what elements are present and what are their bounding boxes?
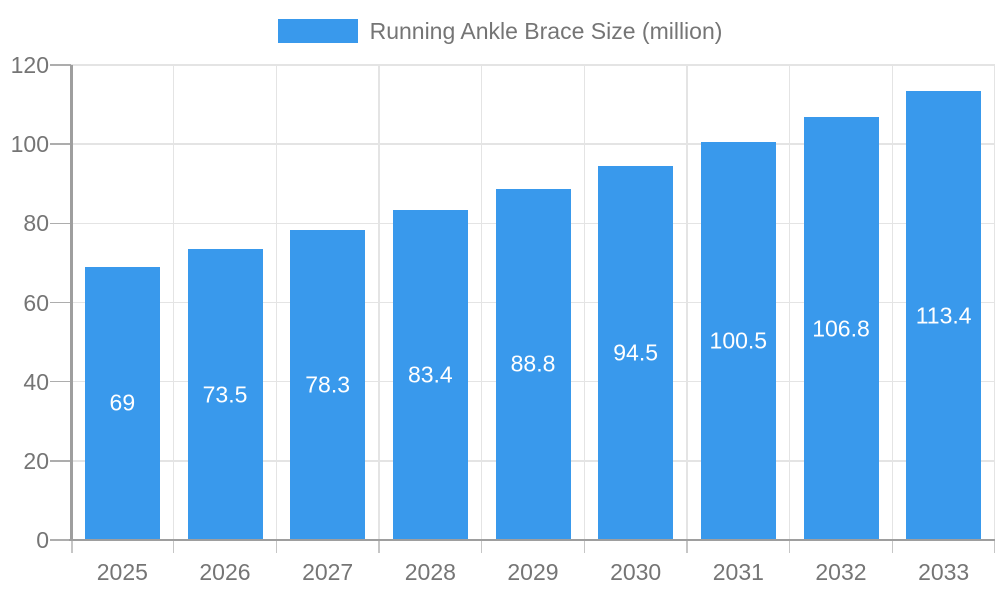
- y-tick-label: 120: [10, 52, 49, 78]
- bar-value-label: 106.8: [812, 315, 870, 342]
- y-tick-label: 100: [10, 131, 49, 158]
- x-tick-label: 2027: [302, 559, 354, 585]
- y-tick-label: 80: [23, 210, 49, 237]
- y-tick-label: 0: [36, 527, 49, 553]
- x-tick-label: 2030: [610, 559, 662, 585]
- plot-area: 69 73.5 78.3 83.4 88.8 94.5 100.5 106.8 113.4: [50, 64, 995, 553]
- x-tick-label: 2031: [712, 559, 764, 585]
- y-axis-line: [70, 65, 73, 540]
- gridline-h: [71, 64, 995, 66]
- bar-2025[interactable]: 69: [84, 266, 160, 540]
- y-axis-tick: [50, 301, 71, 304]
- x-axis-tick: [686, 540, 688, 553]
- x-axis-tick: [891, 540, 894, 553]
- gridline-v: [993, 65, 995, 540]
- gridline-v: [583, 65, 586, 540]
- x-axis-tick: [993, 540, 995, 553]
- bar-2033[interactable]: 113.4: [906, 91, 982, 540]
- bar-2026[interactable]: 73.5: [187, 249, 263, 540]
- bar-2027[interactable]: 78.3: [290, 230, 366, 540]
- y-tick-label: 60: [23, 289, 49, 316]
- gridline-v: [172, 65, 175, 540]
- bar-2030[interactable]: 94.5: [598, 165, 674, 540]
- bar-value-label: 100.5: [709, 327, 768, 354]
- x-axis-tick: [583, 540, 586, 553]
- x-tick-label: 2025: [96, 559, 148, 585]
- y-axis-tick: [50, 380, 71, 383]
- y-tick-label: 40: [23, 368, 49, 395]
- bar-value-label: 78.3: [305, 371, 351, 398]
- y-axis-tick: [50, 222, 71, 225]
- x-axis-tick: [378, 540, 380, 553]
- chart-legend[interactable]: Running Ankle Brace Size (million): [0, 17, 1000, 45]
- x-axis-tick: [71, 540, 73, 553]
- x-tick-label: 2029: [507, 559, 559, 585]
- y-axis-labels: 0 20 40 60 80 100 120: [0, 0, 49, 600]
- bar-value-label: 83.4: [407, 361, 453, 388]
- bar-2029[interactable]: 88.8: [495, 188, 571, 540]
- gridline-h: [71, 143, 995, 145]
- x-axis-tick: [172, 540, 175, 553]
- gridline-v: [275, 65, 278, 540]
- x-axis-tick: [275, 540, 278, 553]
- bar-2032[interactable]: 106.8: [803, 117, 879, 540]
- bar-value-label: 69: [109, 389, 136, 416]
- y-axis-tick: [50, 539, 71, 541]
- x-tick-label: 2032: [815, 559, 867, 585]
- x-tick-label: 2026: [199, 559, 251, 585]
- gridline-v: [788, 65, 791, 540]
- x-axis-tick: [788, 540, 791, 553]
- bar-value-label: 88.8: [510, 350, 556, 377]
- bar-2031[interactable]: 100.5: [700, 142, 776, 540]
- x-axis-line: [69, 538, 995, 541]
- bar-2028[interactable]: 83.4: [392, 209, 468, 540]
- gridline-v: [378, 65, 380, 540]
- x-axis-tick: [480, 540, 483, 553]
- y-tick-label: 20: [23, 447, 49, 474]
- gridline-v: [686, 65, 688, 540]
- y-axis-tick: [50, 143, 71, 145]
- legend-label: Running Ankle Brace Size (million): [369, 18, 723, 44]
- y-axis-tick: [50, 460, 71, 462]
- gridline-v: [891, 65, 894, 540]
- bar-value-label: 113.4: [915, 302, 972, 329]
- bar-value-label: 73.5: [202, 381, 248, 408]
- y-axis-tick: [50, 64, 71, 66]
- gridline-v: [480, 65, 483, 540]
- x-tick-label: 2028: [404, 559, 456, 585]
- legend-swatch: [277, 19, 358, 43]
- bar-value-label: 94.5: [613, 339, 659, 366]
- x-tick-label: 2033: [918, 559, 970, 585]
